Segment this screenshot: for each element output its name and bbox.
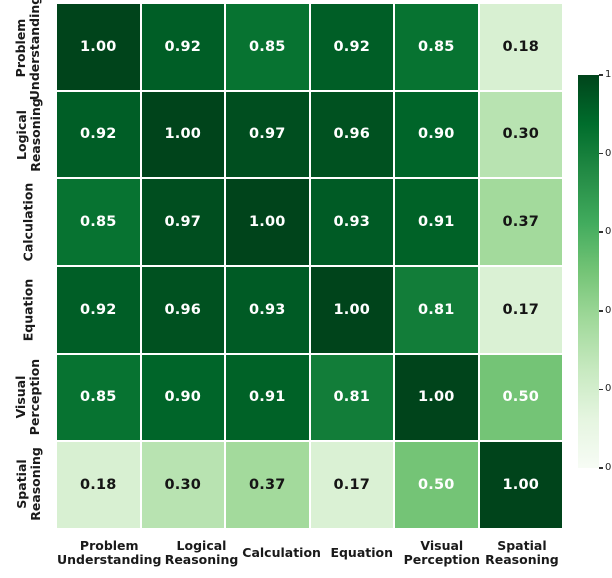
colorbar-tick-mark [599, 310, 603, 312]
row-label: Visual Perception [0, 353, 57, 440]
colorbar-tick-mark [599, 152, 603, 155]
heatmap-cell: 1.00 [479, 442, 562, 528]
heatmap-cell: 0.18 [57, 442, 140, 528]
row-label-text: Calculation [20, 182, 36, 262]
heatmap-cell: 0.91 [395, 179, 478, 265]
row-label: Problem Understanding [0, 0, 57, 100]
heatmap-cell: 0.93 [226, 266, 309, 353]
column-label: Logical Reasoning [164, 538, 239, 567]
row-label: Spatial Reasoning [0, 441, 57, 528]
colorbar-tick-label: 0.0 [605, 462, 612, 473]
heatmap-cell: 0.30 [141, 442, 224, 528]
colorbar-tick-mark [599, 388, 603, 391]
column-label: Calculation [242, 545, 321, 560]
heatmap-cell: 0.18 [479, 4, 562, 90]
heatmap-cell: 0.97 [141, 179, 224, 265]
row-label: Logical Reasoning [0, 91, 57, 178]
colorbar [578, 75, 599, 468]
heatmap-cell: 0.17 [479, 266, 562, 353]
heatmap-cell: 0.90 [141, 354, 224, 441]
heatmap: 1.00 0.92 0.85 0.92 0.85 0.18 0.92 1.00 0.97 0.96… [57, 4, 562, 528]
heatmap-cell: 1.00 [141, 91, 224, 178]
heatmap-cell: 0.85 [226, 4, 309, 90]
y-axis-labels: Problem Understanding Logical Reasoning Ca… [0, 0, 57, 528]
heatmap-cell: 0.50 [395, 442, 478, 528]
column-label: Problem Understanding [57, 538, 162, 567]
x-axis-labels: Problem Understanding Logical Reasoning Ca… [57, 531, 562, 575]
heatmap-cell: 0.92 [310, 4, 393, 90]
heatmap-cell: 0.91 [226, 354, 309, 441]
colorbar-tick-label: 1.0 [605, 69, 612, 80]
colorbar-tick-mark [599, 467, 603, 469]
heatmap-cell: 0.97 [226, 91, 309, 178]
heatmap-cell: 0.90 [395, 91, 478, 178]
row-label-text: Problem Understanding [13, 0, 43, 100]
column-label: Equation [330, 545, 394, 560]
column-label: Spatial Reasoning [485, 538, 559, 567]
heatmap-cell: 0.96 [141, 266, 224, 353]
heatmap-cell: 1.00 [226, 179, 309, 265]
row-label-text: Equation [20, 278, 36, 341]
heatmap-cell: 0.85 [57, 354, 140, 441]
heatmap-cell: 0.93 [310, 179, 393, 265]
heatmap-cell: 0.81 [395, 266, 478, 353]
heatmap-cell: 0.50 [479, 354, 562, 441]
colorbar-tick-mark [599, 231, 603, 233]
colorbar-tick-mark [599, 74, 603, 76]
heatmap-cell: 0.92 [57, 91, 140, 178]
heatmap-cell: 0.37 [226, 442, 309, 528]
heatmap-cell: 0.85 [395, 4, 478, 90]
heatmap-cell: 0.96 [310, 91, 393, 178]
row-label-text: Spatial Reasoning [13, 447, 43, 522]
heatmap-cell: 1.00 [310, 266, 393, 353]
row-label: Equation [0, 266, 57, 353]
heatmap-cell: 0.17 [310, 442, 393, 528]
heatmap-cell: 0.92 [57, 266, 140, 353]
row-label-text: Logical Reasoning [13, 98, 43, 172]
heatmap-cell: 0.81 [310, 354, 393, 441]
colorbar-tick-label: 0.4 [605, 304, 612, 316]
heatmap-cell: 1.00 [395, 354, 478, 441]
heatmap-cell: 0.92 [141, 4, 224, 90]
colorbar-tick-label: 0.8 [605, 147, 612, 159]
heatmap-cell: 0.30 [479, 91, 562, 178]
row-label-text: Visual Perception [13, 358, 43, 436]
heatmap-cell: 0.85 [57, 179, 140, 265]
colorbar-tick-label: 0.2 [605, 383, 612, 395]
colorbar-tick-label: 0.6 [605, 226, 612, 238]
heatmap-cell: 0.37 [479, 179, 562, 265]
heatmap-cell: 1.00 [57, 4, 140, 90]
row-label: Calculation [0, 179, 57, 266]
column-label: Visual Perception [403, 538, 481, 567]
